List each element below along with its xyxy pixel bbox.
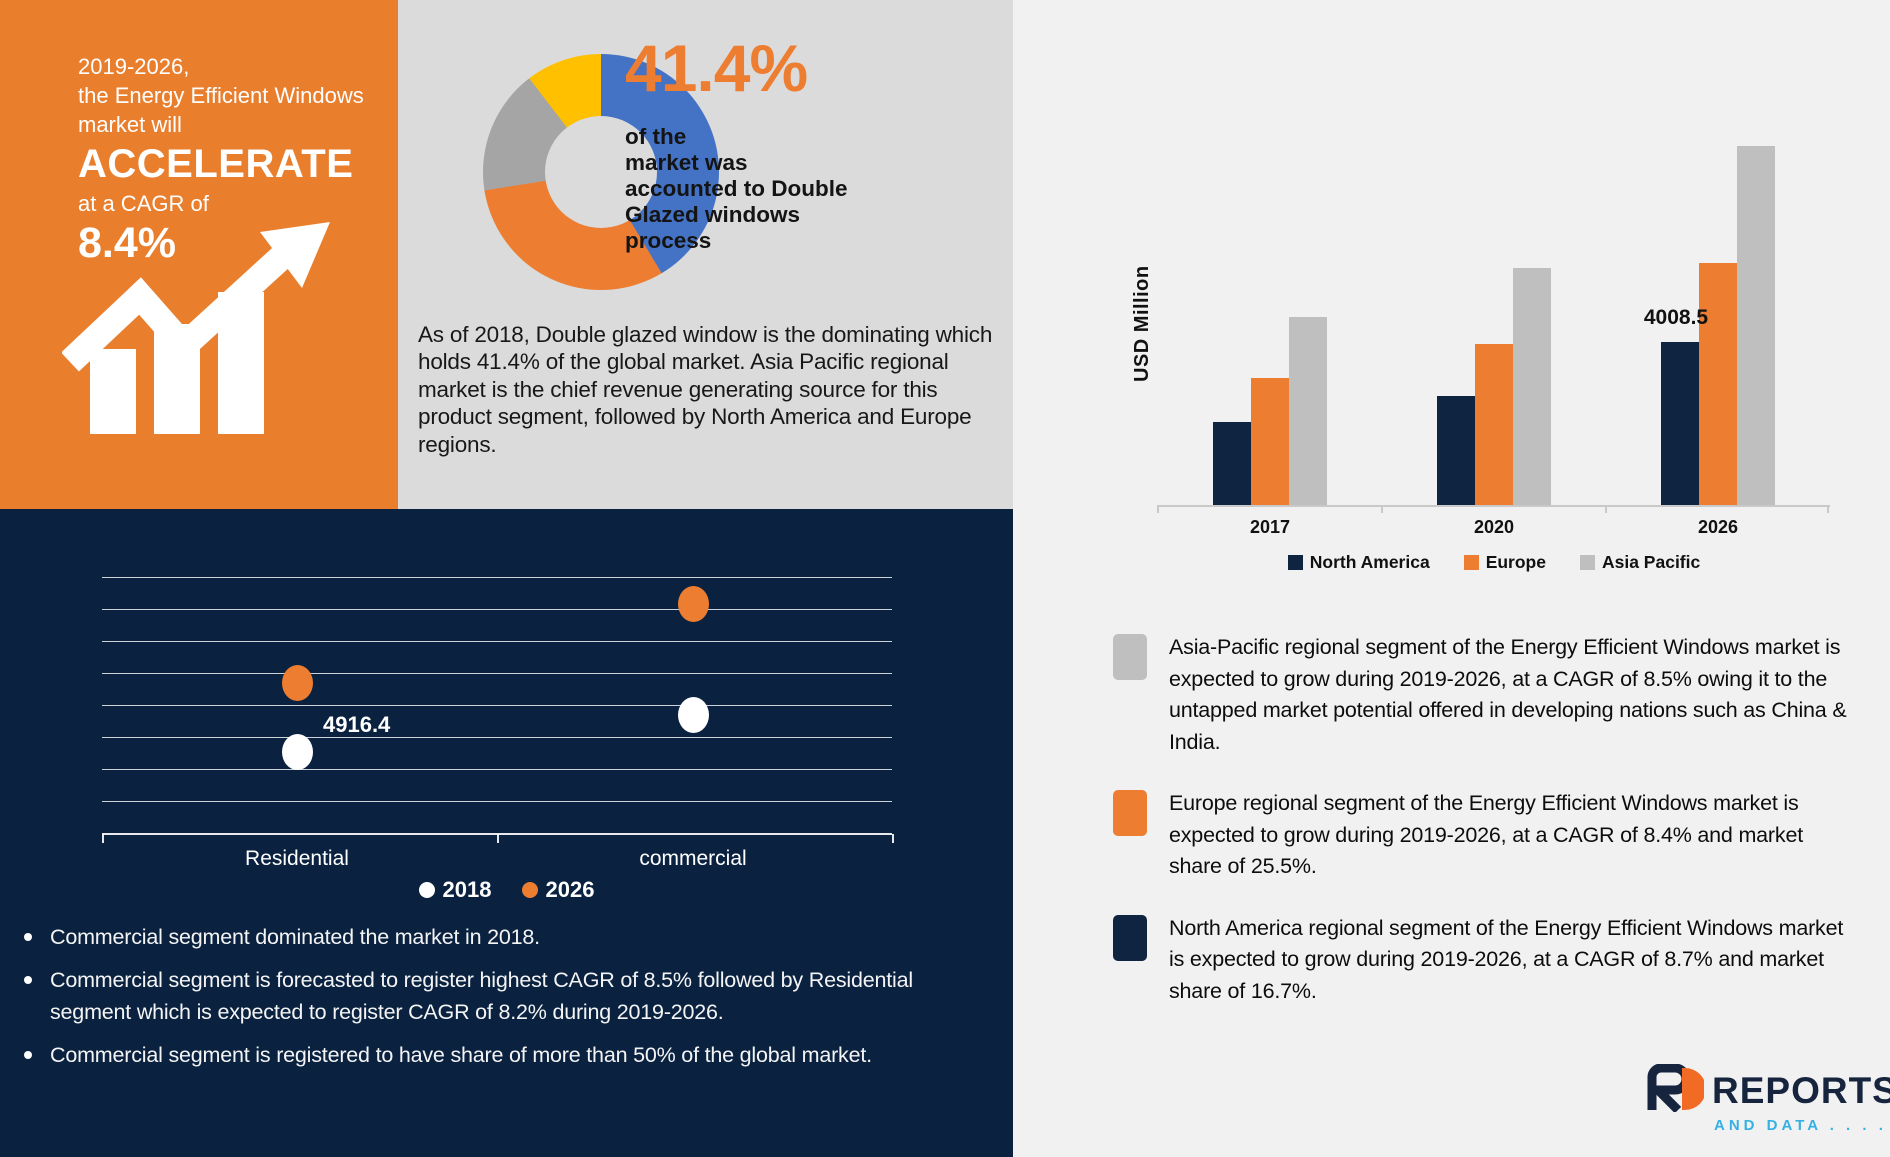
- bar-chart-legend-label: Europe: [1485, 552, 1546, 572]
- bar-north-america-2020: [1437, 396, 1475, 505]
- dot-plot-legend-item-2018: 2018: [418, 877, 492, 903]
- bar-asia-pacific-2017: [1289, 317, 1327, 505]
- dot-plot-gridline: [102, 769, 892, 770]
- segment-panel: Residential commercial 4916.4 2018 2026 Comm…: [0, 509, 1013, 1157]
- donut-headline-value: 41.4%: [625, 31, 808, 105]
- market-will-text: market will: [78, 112, 182, 137]
- dot-plot-gridline: [102, 737, 892, 738]
- regional-bullet-list: Asia-Pacific regional segment of the Ene…: [1113, 632, 1853, 1007]
- bar-north-america-2017: [1213, 422, 1251, 505]
- dot-plot-gridline: [102, 801, 892, 802]
- regional-bullet: Asia-Pacific regional segment of the Ene…: [1113, 632, 1853, 758]
- dot-plot-category-label-commercial: commercial: [639, 847, 747, 870]
- regional-panel: USD Million 2017 2020 2026 4008.5 North Ame…: [1013, 0, 1890, 1157]
- donut-headline-block: 41.4% of the market was accounted to Doubl…: [625, 34, 848, 254]
- legend-dot-icon: [418, 882, 435, 898]
- bar-chart-legend: North America Europe Asia Pacific: [1158, 552, 1830, 573]
- data-point-2018-residential: [281, 734, 313, 770]
- dot-plot-legend-label: 2018: [442, 877, 492, 902]
- bar-asia-pacific-2020: [1513, 268, 1551, 505]
- bar-chart-axis-tick: [1605, 505, 1607, 513]
- bar-chart-category-label-2020: 2020: [1473, 517, 1515, 537]
- legend-dot-icon: [521, 882, 538, 898]
- donut-hole: [545, 116, 657, 228]
- market-name-text: the Energy Efficient Windows: [78, 83, 364, 108]
- regional-bullet: North America regional segment of the En…: [1113, 913, 1853, 1008]
- regional-bullet: Europe regional segment of the Energy Ef…: [1113, 788, 1853, 883]
- bar-chart-legend-item-europe: Europe: [1463, 552, 1546, 573]
- cagr-value: 8.4%: [78, 219, 177, 267]
- dot-plot-axis-tick: [497, 834, 499, 843]
- reports-and-data-logo: REPORTS AND DATA . . . .: [1646, 1063, 1890, 1134]
- segment-bullet: Commercial segment dominated the market …: [18, 921, 993, 953]
- dot-plot-data-label: 4916.4: [323, 712, 391, 737]
- regional-bullet-text: Europe regional segment of the Energy Ef…: [1169, 791, 1803, 878]
- dot-plot-category-label-residential: Residential: [245, 847, 349, 870]
- logo-tagline-text: AND DATA . . . .: [1714, 1117, 1887, 1134]
- regional-bullet-swatch-icon: [1113, 790, 1147, 836]
- regional-bullet-text: Asia-Pacific regional segment of the Ene…: [1169, 635, 1847, 754]
- logo-rd-mark-icon: [1646, 1063, 1706, 1117]
- headline-line: of the: [625, 124, 687, 149]
- bar-chart-y-axis-label: USD Million: [1131, 265, 1153, 382]
- dot-plot-axis-tick: [102, 834, 104, 843]
- segment-bullet: Commercial segment is registered to have…: [18, 1039, 993, 1071]
- bar-asia-pacific-2026: [1737, 146, 1775, 505]
- accelerate-text-block: 2019-2026, the Energy Efficient Windows …: [78, 52, 364, 268]
- bar-europe-2026: [1699, 263, 1737, 505]
- dot-plot-gridline: [102, 577, 892, 578]
- data-point-2026-commercial: [677, 586, 709, 622]
- bar-europe-2017: [1251, 378, 1289, 505]
- bar-chart-axis-tick: [1381, 505, 1383, 513]
- bar-chart-category-label-2026: 2026: [1697, 517, 1739, 537]
- logo-name-text: REPORTS: [1712, 1069, 1890, 1111]
- bar-chart-legend-label: Asia Pacific: [1601, 552, 1701, 572]
- bar-europe-2020: [1475, 344, 1513, 505]
- dot-plot-axis-tick: [892, 834, 894, 843]
- legend-swatch-icon: [1579, 555, 1595, 570]
- segment-bullet: Commercial segment is forecasted to regi…: [18, 964, 993, 1028]
- bar-chart-axis-tick: [1157, 505, 1159, 513]
- donut-paragraph: As of 2018, Double glazed window is the …: [418, 321, 993, 457]
- bar-chart-legend-label: North America: [1309, 552, 1430, 572]
- dot-plot-legend: 2018 2026: [0, 877, 1013, 903]
- bar-north-america-2026: [1661, 342, 1699, 505]
- regional-bullet-text: North America regional segment of the En…: [1169, 915, 1844, 1003]
- bar-chart-legend-item-asia-pacific: Asia Pacific: [1579, 552, 1701, 573]
- data-point-2026-residential: [281, 665, 313, 702]
- headline-line: market was: [625, 150, 748, 175]
- headline-line: Glazed windows: [625, 202, 801, 227]
- dot-plot-legend-item-2026: 2026: [521, 877, 595, 903]
- legend-swatch-icon: [1463, 555, 1479, 570]
- double-glazed-panel: 41.4% of the market was accounted to Doubl…: [398, 0, 1013, 509]
- headline-line: process: [625, 228, 712, 253]
- dot-plot-legend-label: 2026: [545, 877, 595, 902]
- dot-plot-gridline: [102, 673, 892, 674]
- bar-chart-category-label-2017: 2017: [1249, 517, 1291, 537]
- dot-plot-gridline: [102, 641, 892, 642]
- accelerate-panel: 2019-2026, the Energy Efficient Windows …: [0, 0, 398, 509]
- growth-arrow-icon: [61, 212, 334, 444]
- bar-chart-data-label: 4008.5: [1643, 306, 1709, 329]
- segment-dot-plot: Residential commercial 4916.4 2018 2026: [0, 509, 1013, 1157]
- donut-headline-text: of the market was accounted to Double Glaze…: [625, 124, 848, 254]
- cagr-prefix-text: at a CAGR of: [78, 191, 209, 216]
- headline-line: accounted to Double: [625, 176, 848, 201]
- dot-plot-gridline: [102, 609, 892, 610]
- regional-bullet-swatch-icon: [1113, 634, 1147, 680]
- period-text: 2019-2026,: [78, 54, 190, 79]
- regional-bullet-swatch-icon: [1113, 914, 1147, 961]
- bar-chart-axis-tick: [1827, 505, 1829, 513]
- dot-plot-gridline: [102, 705, 892, 706]
- product-share-donut-chart: [483, 54, 719, 290]
- data-point-2018-commercial: [677, 697, 709, 734]
- legend-swatch-icon: [1287, 555, 1303, 570]
- accelerate-headline: ACCELERATE: [78, 142, 354, 186]
- bar-chart-legend-item-north-america: North America: [1287, 552, 1430, 573]
- regional-bar-chart: 2017 2020 2026 4008.5: [1157, 140, 1830, 537]
- segment-bullet-list: Commercial segment dominated the market …: [18, 921, 993, 1082]
